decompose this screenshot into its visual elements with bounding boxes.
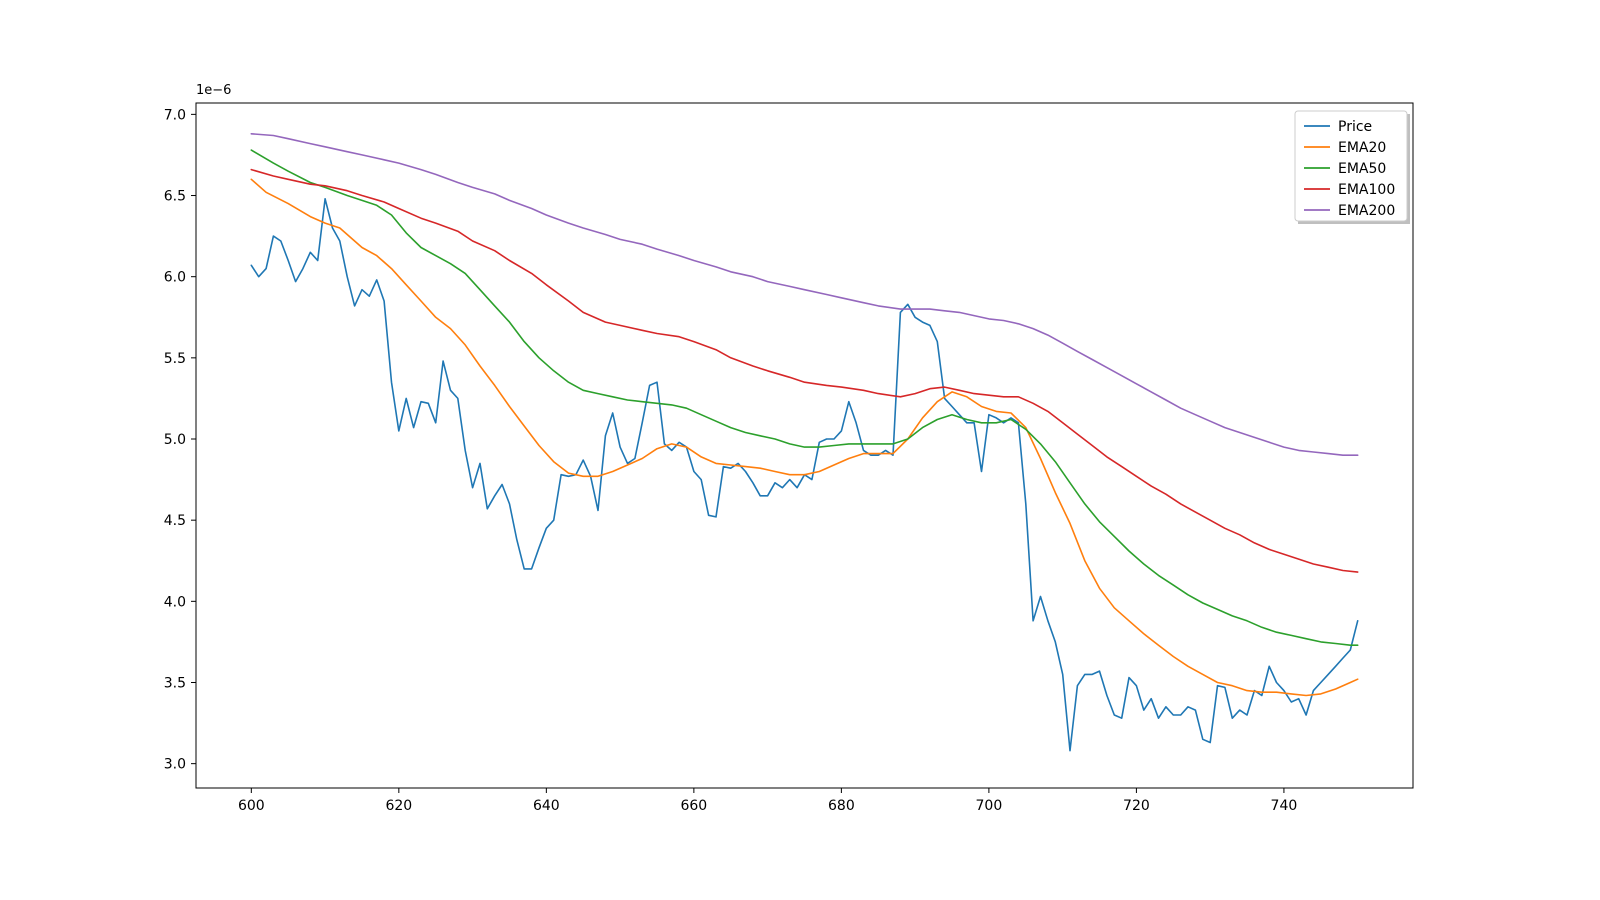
x-axis: 600 620 640 660 680 700 720 740 xyxy=(238,788,1297,814)
series-line-ema200 xyxy=(250,133,1359,457)
legend-label: EMA50 xyxy=(1338,161,1386,177)
x-tick-label: 620 xyxy=(385,798,412,814)
series-line-ema50 xyxy=(250,149,1359,647)
x-tick-label: 660 xyxy=(680,798,707,814)
x-tick-label: 640 xyxy=(533,798,560,814)
y-tick-label: 5.0 xyxy=(164,432,186,448)
legend-item-ema50: EMA50 xyxy=(1304,161,1386,177)
series-line-ema100 xyxy=(250,168,1359,573)
y-tick-label: 6.5 xyxy=(164,189,186,205)
legend-item-ema100: EMA100 xyxy=(1304,182,1395,198)
legend: Price EMA20 EMA50 EMA100 EMA200 xyxy=(1294,110,1410,224)
x-tick-label: 720 xyxy=(1123,798,1150,814)
x-tick-label: 740 xyxy=(1271,798,1298,814)
legend-label: Price xyxy=(1338,119,1372,135)
legend-item-ema200: EMA200 xyxy=(1304,203,1395,219)
y-tick-label: 5.5 xyxy=(164,351,186,367)
y-tick-label: 4.0 xyxy=(164,594,186,610)
legend-box xyxy=(1294,110,1408,222)
plot-frame xyxy=(195,102,1414,789)
x-tick-label: 700 xyxy=(976,798,1003,814)
legend-item-ema20: EMA20 xyxy=(1304,140,1386,156)
x-tick-label: 600 xyxy=(238,798,265,814)
y-tick-label: 3.0 xyxy=(164,757,186,773)
series-line-ema20 xyxy=(250,178,1359,697)
y-tick-label: 3.5 xyxy=(164,675,186,691)
legend-label: EMA200 xyxy=(1338,203,1395,219)
y-axis-offset-label: 1e−6 xyxy=(196,83,231,98)
legend-item-price: Price xyxy=(1304,119,1372,135)
y-tick-label: 6.0 xyxy=(164,270,186,286)
y-axis: 3.0 3.5 4.0 4.5 5.0 5.5 6.0 6.5 7.0 xyxy=(164,107,196,773)
y-tick-label: 7.0 xyxy=(164,107,186,123)
x-tick-label: 680 xyxy=(828,798,855,814)
y-tick-label: 4.5 xyxy=(164,513,186,529)
legend-label: EMA100 xyxy=(1338,182,1395,198)
legend-label: EMA20 xyxy=(1338,140,1386,156)
